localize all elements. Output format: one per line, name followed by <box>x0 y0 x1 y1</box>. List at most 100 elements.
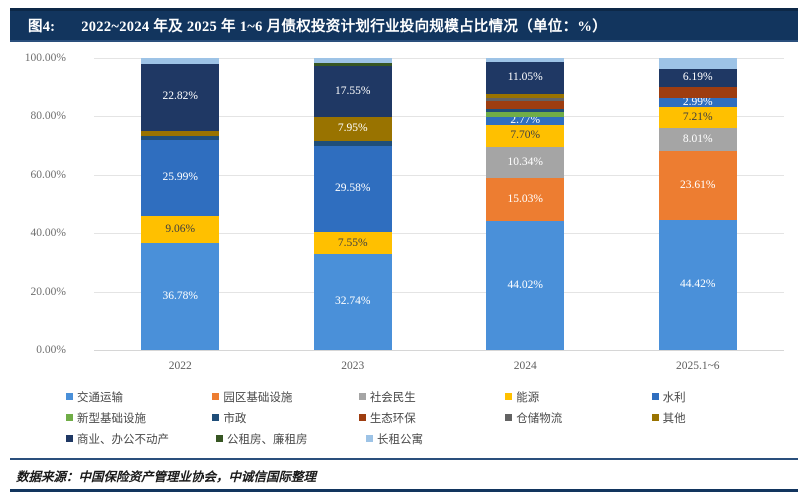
bar-column: 36.78% 9.06% 25.99% 22.82% 2022 <box>94 58 267 372</box>
bar-stack[interactable]: 36.78% 9.06% 25.99% 22.82% <box>141 58 220 350</box>
bar-segment[interactable]: 17.55% <box>313 66 392 118</box>
legend-item-label: 交通运输 <box>77 391 123 404</box>
legend-color-swatch-icon <box>66 393 73 400</box>
bar-segment[interactable] <box>486 101 565 109</box>
legend-row: 新型基础设施 市政 生态环保 仓储物流 其他 <box>66 407 798 428</box>
bar-segment[interactable] <box>658 86 737 99</box>
gridline <box>94 233 784 235</box>
legend-color-swatch-icon <box>66 414 73 421</box>
legend-item[interactable]: 新型基础设施 <box>66 410 212 426</box>
bar-segment[interactable]: 2.77% <box>486 116 565 125</box>
legend-item[interactable]: 商业、办公不动产 <box>66 431 216 447</box>
legend-item-label: 能源 <box>516 391 540 404</box>
legend-item-label: 水利 <box>662 391 686 404</box>
legend-item[interactable]: 其他 <box>651 410 798 426</box>
chart-legend: 交通运输 园区基础设施 社会民生 能源 水利新型基础设施 市政 生态环保 仓储物流 其他商业、办… <box>10 384 798 454</box>
bar-segment-value-label: 22.82% <box>162 90 198 103</box>
legend-item[interactable]: 长租公寓 <box>366 431 516 447</box>
legend-item[interactable]: 水利 <box>651 389 798 405</box>
bar-segment-value-label: 17.55% <box>335 85 371 98</box>
bar-segment[interactable]: 36.78% <box>141 242 220 350</box>
bar-segment[interactable] <box>486 58 565 63</box>
y-axis-tick-label: 60.00% <box>30 168 66 181</box>
bar-column: 44.02% 15.03% 10.34% 7.70% 2.77% 11.05% 2024 <box>439 58 612 372</box>
chart-container: 0.00% 20.00% 40.00% 60.00% 80.00% 100.00% 36.… <box>10 46 798 376</box>
bar-segment[interactable] <box>658 58 737 69</box>
bar-segment-value-label: 25.99% <box>162 171 198 184</box>
legend-item[interactable]: 能源 <box>505 389 651 405</box>
x-axis-category-label: 2025.1~6 <box>675 360 720 372</box>
bar-segment[interactable]: 25.99% <box>141 140 220 217</box>
bar-segment[interactable] <box>313 140 392 147</box>
bar-segment[interactable] <box>486 98 565 102</box>
bar-segment-value-label: 7.55% <box>337 236 368 249</box>
bar-segment-value-label: 32.74% <box>335 295 371 308</box>
bar-segment[interactable]: 7.21% <box>658 106 737 128</box>
legend-item-label: 新型基础设施 <box>77 412 146 425</box>
legend-item[interactable]: 园区基础设施 <box>212 389 358 405</box>
bar-stack[interactable]: 44.42% 23.61% 8.01% 7.21% 2.99% 6.19% <box>658 58 737 350</box>
bar-segment-value-label: 2.77% <box>510 116 541 125</box>
bar-segment[interactable] <box>313 58 392 64</box>
bar-segment[interactable]: 10.34% <box>486 147 565 178</box>
bar-segment[interactable]: 44.02% <box>486 221 565 350</box>
bar-segment[interactable]: 22.82% <box>141 63 220 131</box>
legend-color-swatch-icon <box>366 435 373 442</box>
legend-item[interactable]: 生态环保 <box>358 410 505 426</box>
bar-segment[interactable]: 7.55% <box>313 232 392 255</box>
gridline <box>94 58 784 59</box>
legend-item-label: 社会民生 <box>369 391 416 404</box>
bar-segment-value-label: 2.99% <box>682 98 713 107</box>
bar-segment-value-label: 7.21% <box>682 110 713 123</box>
bar-segment[interactable] <box>141 130 220 136</box>
legend-color-swatch-icon <box>66 435 73 442</box>
bar-segment[interactable]: 15.03% <box>486 177 565 222</box>
bar-segment[interactable]: 2.99% <box>658 98 737 107</box>
bar-segment-value-label: 8.01% <box>682 132 713 145</box>
bar-segment[interactable]: 9.06% <box>141 216 220 243</box>
bar-segment[interactable]: 23.61% <box>658 151 737 221</box>
bar-segment[interactable] <box>313 63 392 67</box>
gridline <box>94 291 784 293</box>
bar-segment[interactable]: 7.70% <box>486 124 565 148</box>
bar-stack[interactable]: 32.74% 7.55% 29.58% 7.95% 17.55% <box>313 58 392 350</box>
bar-stack[interactable]: 44.02% 15.03% 10.34% 7.70% 2.77% 11.05% <box>486 58 565 350</box>
bar-segment[interactable]: 7.95% <box>313 117 392 141</box>
bar-segment-value-label: 44.02% <box>507 278 543 291</box>
legend-color-swatch-icon <box>212 393 220 400</box>
bar-segment[interactable]: 32.74% <box>313 254 392 350</box>
bar-segment[interactable] <box>141 58 220 64</box>
bar-segment[interactable]: 44.42% <box>658 220 737 350</box>
y-axis-tick-label: 0.00% <box>36 344 66 356</box>
bar-segment[interactable]: 29.58% <box>313 146 392 233</box>
legend-item[interactable]: 交通运输 <box>66 389 212 405</box>
legend-row: 商业、办公不动产 公租房、廉租房 长租公寓 <box>66 428 798 449</box>
figure-footer: 数据来源：中国保险资产管理业协会，中诚信国际整理 <box>10 458 798 492</box>
bar-segment-value-label: 7.95% <box>337 122 368 135</box>
legend-item[interactable]: 公租房、廉租房 <box>216 431 366 447</box>
gridline <box>94 174 784 176</box>
y-axis-tick-label: 80.00% <box>30 110 66 123</box>
bar-segment[interactable] <box>486 112 565 117</box>
footer-divider-bottom <box>10 489 798 492</box>
legend-item[interactable]: 社会民生 <box>358 389 505 405</box>
bar-segment[interactable] <box>486 94 565 99</box>
legend-item-label: 其他 <box>662 412 686 425</box>
legend-item-label: 园区基础设施 <box>223 391 293 404</box>
bar-segment-value-label: 7.70% <box>510 129 541 142</box>
legend-item[interactable]: 市政 <box>212 410 358 426</box>
bar-segment[interactable] <box>486 108 565 113</box>
bar-segment[interactable]: 8.01% <box>658 127 737 152</box>
bar-segment-value-label: 10.34% <box>507 155 543 168</box>
y-axis-tick-label: 100.00% <box>24 52 66 64</box>
x-axis-category-label: 2022 <box>168 360 192 372</box>
bar-segment[interactable]: 6.19% <box>658 68 737 87</box>
bar-segment[interactable] <box>141 135 220 141</box>
bar-segment-value-label: 11.05% <box>507 71 543 84</box>
bar-segment[interactable]: 11.05% <box>486 62 565 95</box>
legend-item-label: 市政 <box>223 412 247 425</box>
legend-color-swatch-icon <box>651 414 659 421</box>
legend-color-swatch-icon <box>358 393 366 400</box>
y-axis-tick-label: 20.00% <box>30 285 66 298</box>
legend-item[interactable]: 仓储物流 <box>505 410 651 426</box>
